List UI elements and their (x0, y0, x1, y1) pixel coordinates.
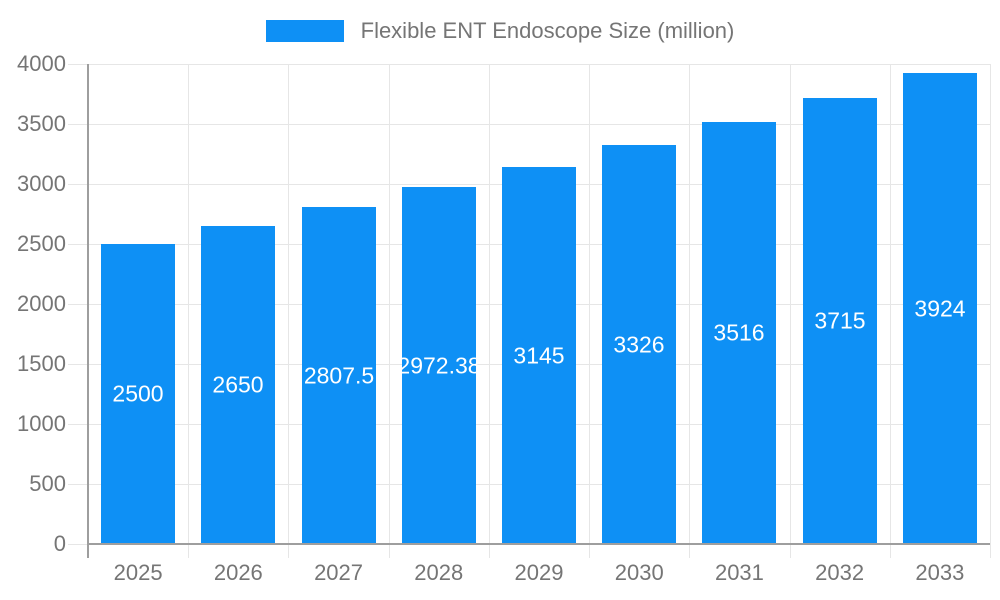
x-gridline (889, 64, 891, 558)
bar[interactable]: 3715 (803, 98, 877, 544)
bar-value-label: 2972.38 (397, 352, 481, 378)
x-tick-label: 2030 (614, 560, 664, 585)
x-gridline (789, 64, 791, 558)
y-axis-line (87, 64, 89, 558)
x-tick-label: 2025 (113, 560, 163, 585)
bar[interactable]: 3516 (702, 122, 776, 544)
plot-area: 0 500 1000 1500 2000 2500 3000 3500 4000 2500 2025… (17, 51, 991, 585)
bar[interactable]: 3924 (903, 73, 977, 544)
y-tick-label: 1000 (17, 411, 66, 436)
y-tick-label: 500 (29, 471, 66, 496)
x-axis-line (87, 543, 990, 545)
x-gridline (187, 64, 189, 558)
y-tick-label: 2000 (17, 291, 66, 316)
legend-item[interactable]: Flexible ENT Endoscope Size (million) (0, 18, 1000, 44)
bar-value-label: 3326 (613, 331, 665, 357)
bar[interactable]: 2972.38 (397, 187, 481, 544)
bar-value-label: 3516 (713, 319, 765, 346)
bar[interactable]: 2500 (101, 244, 175, 544)
bar-value-label: 2807.5 (303, 362, 375, 388)
x-tick-label: 2029 (514, 560, 564, 585)
y-tick-label: 1500 (17, 351, 66, 376)
legend-label: Flexible ENT Endoscope Size (million) (360, 18, 735, 43)
bar[interactable]: 3326 (602, 145, 676, 544)
x-tick-label: 2031 (714, 560, 764, 585)
bar-value-label: 3145 (513, 342, 565, 368)
y-tick-label: 3500 (17, 111, 66, 136)
x-gridline (488, 64, 490, 558)
x-gridline (688, 64, 690, 558)
y-tick-label: 2500 (17, 231, 66, 256)
x-tick-label: 2032 (815, 560, 865, 585)
y-gridline (68, 63, 990, 65)
y-tick-label: 0 (53, 531, 66, 556)
legend-swatch (265, 20, 344, 42)
bar[interactable]: 2650 (201, 226, 275, 544)
y-tick-label: 4000 (17, 51, 66, 76)
bar-value-label: 3715 (814, 307, 866, 334)
x-tick-label: 2033 (915, 560, 965, 585)
x-gridline (287, 64, 289, 558)
y-tick-label: 3000 (17, 171, 66, 196)
x-gridline (388, 64, 390, 558)
x-tick-label: 2027 (314, 560, 364, 585)
x-gridline (588, 64, 590, 558)
x-tick-label: 2026 (213, 560, 263, 585)
bar-value-label: 2500 (112, 380, 164, 407)
bar-value-label: 3924 (914, 295, 966, 321)
x-gridline (989, 64, 991, 558)
bar[interactable]: 2807.5 (302, 207, 376, 544)
y-gridline (68, 123, 990, 125)
x-tick-label: 2028 (414, 560, 464, 585)
bar[interactable]: 3145 (502, 167, 576, 544)
bar-value-label: 2650 (212, 371, 264, 398)
